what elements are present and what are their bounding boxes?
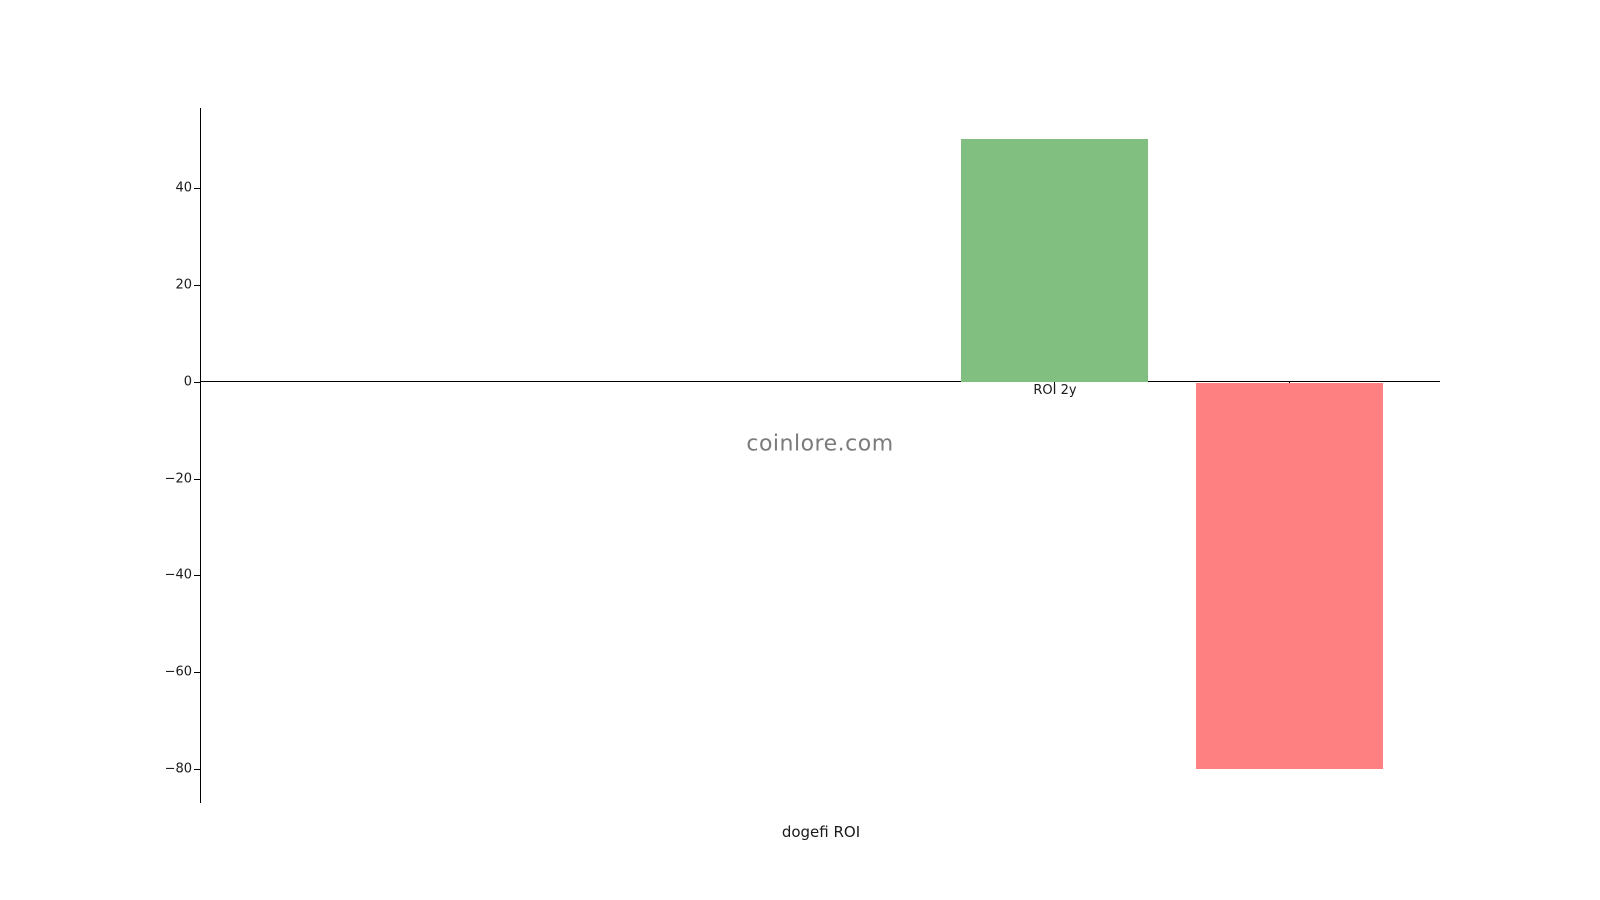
watermark-text: coinlore.com [746,431,894,457]
y-tick [194,382,200,383]
y-tick [194,188,200,189]
y-tick-label: −40 [164,567,192,583]
y-tick [194,575,200,576]
x-axis-title: dogefi ROI [781,823,861,841]
y-tick-label: −20 [164,471,192,487]
x-tick [1054,382,1055,387]
y-tick-label: −60 [164,664,192,680]
y-tick [194,285,200,286]
y-axis-line [200,108,201,803]
y-tick [194,479,200,480]
bar-negative [1195,383,1383,769]
y-tick-label: 0 [183,374,192,390]
x-tick-label: ROI 2y [1033,383,1077,398]
y-tick [194,769,200,770]
y-tick-label: 20 [175,277,192,293]
y-tick [194,672,200,673]
bar-positive [960,139,1148,382]
y-tick-label: 40 [175,180,192,196]
y-tick-label: −80 [164,761,192,777]
x-axis-zero-line [200,381,1440,382]
